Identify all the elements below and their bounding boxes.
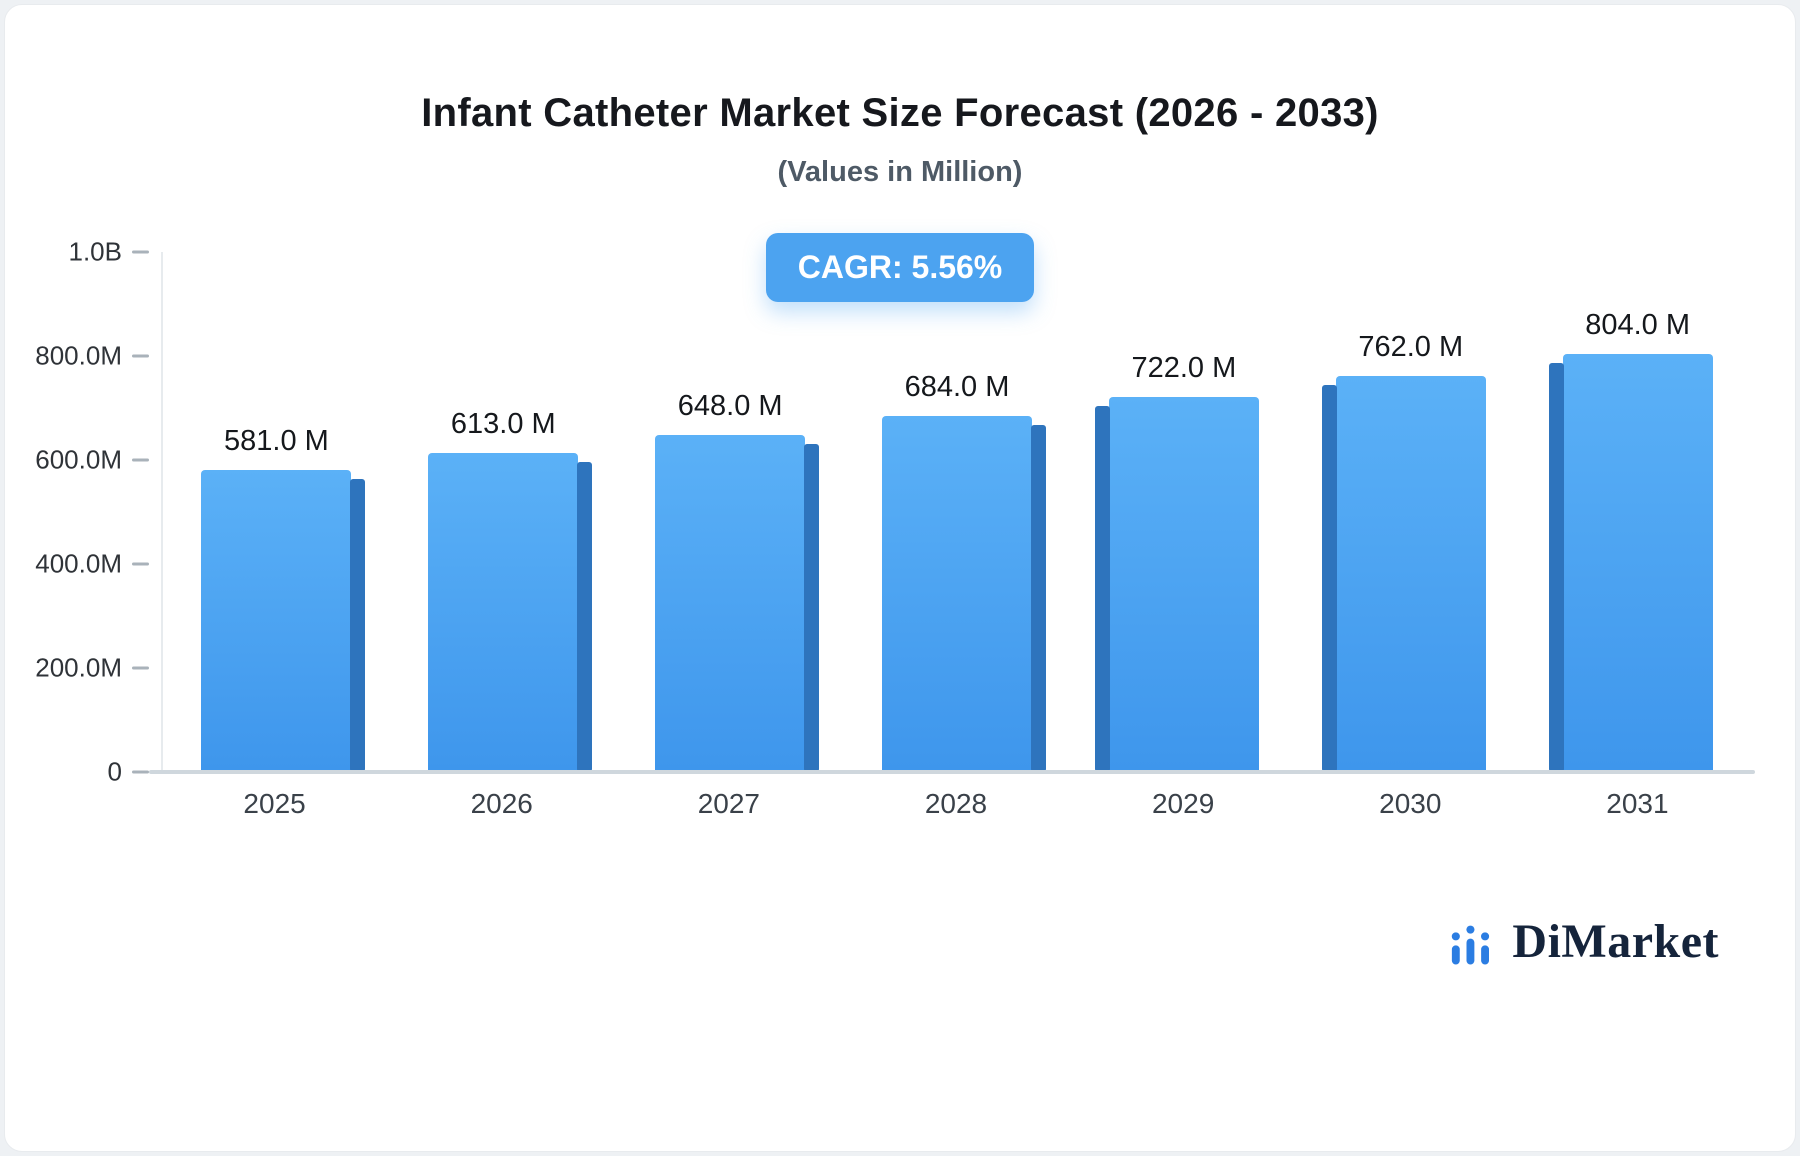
y-tick-label: 1.0B	[68, 236, 123, 267]
bars: 581.0 M 613.0 M 648.0 M 684.0 M 722.0 M 762.0…	[163, 252, 1751, 772]
x-axis: 2025 2026 2027 2028 2029 2030 2031	[161, 788, 1751, 820]
bar-3d-side	[804, 444, 820, 772]
y-tick-label: 800.0M	[35, 340, 122, 371]
badge-row: CAGR: 5.56%	[5, 233, 1795, 302]
bar-value-label: 613.0 M	[450, 408, 556, 441]
x-axis-label: 2028	[924, 788, 988, 819]
y-axis: 1.0B 800.0M 600.0M 400.0M 200.0M 0	[35, 237, 149, 787]
y-axis-tick: 200.0M	[35, 653, 149, 684]
y-tick-mark	[132, 770, 149, 774]
x-axis-label: 2030	[1379, 788, 1442, 819]
bar-slot: 762.0 M	[1297, 252, 1524, 772]
y-axis-tick: 0	[108, 757, 149, 788]
chart-subtitle: (Values in Million)	[777, 156, 1023, 188]
bar-value-label: 722.0 M	[1131, 351, 1237, 384]
x-axis-label: 2027	[697, 788, 760, 819]
bar-slot: 722.0 M	[1070, 252, 1297, 772]
bar-value-label: 648.0 M	[677, 390, 783, 423]
bar	[201, 469, 366, 772]
y-tick-label: 200.0M	[35, 652, 122, 683]
y-tick-mark	[132, 250, 149, 254]
bar-value-label: 762.0 M	[1358, 330, 1464, 363]
dimarket-logo-icon	[1452, 925, 1490, 964]
y-axis-tick: 600.0M	[35, 445, 149, 476]
bar	[1094, 396, 1259, 772]
bar-slot: 613.0 M	[390, 252, 617, 772]
x-axis-line	[149, 770, 1755, 774]
bar	[428, 453, 593, 772]
chart-title: Infant Catheter Market Size Forecast (20…	[421, 91, 1379, 135]
bar-value-label: 581.0 M	[224, 424, 329, 457]
y-tick-mark	[132, 666, 149, 670]
bar-value-label: 804.0 M	[1585, 308, 1690, 341]
y-axis-tick: 400.0M	[35, 549, 149, 580]
bar-3d-side	[1031, 425, 1046, 772]
x-axis-label: 2029	[1151, 788, 1215, 819]
x-axis-label: 2031	[1606, 788, 1669, 819]
bar-slot: 581.0 M	[163, 252, 390, 772]
bar-3d-side	[350, 478, 366, 772]
bar-3d-side	[577, 462, 593, 772]
bar-3d-side	[1321, 384, 1337, 772]
y-tick-label: 600.0M	[35, 444, 122, 475]
brand-footer: DiMarket	[1444, 914, 1719, 969]
y-tick-mark	[132, 562, 149, 566]
x-axis-label: 2026	[470, 788, 533, 819]
bar-3d-side	[1094, 405, 1110, 772]
bar-value-label: 684.0 M	[904, 371, 1010, 404]
cagr-badge: CAGR: 5.56%	[765, 233, 1035, 302]
y-tick-label: 0	[107, 756, 122, 787]
y-axis-tick: 800.0M	[35, 341, 149, 372]
y-tick-label: 400.0M	[35, 548, 122, 579]
bar-3d-side	[1548, 362, 1564, 772]
y-axis-tick: 1.0B	[68, 236, 149, 268]
plot-area: 581.0 M 613.0 M 648.0 M 684.0 M 722.0 M 762.0…	[161, 252, 1751, 772]
bar-chart: 1.0B 800.0M 600.0M 400.0M 200.0M 0 581.0 M 613…	[35, 237, 1755, 787]
y-tick-mark	[132, 458, 149, 462]
bar-slot: 648.0 M	[617, 252, 844, 772]
brand-name: DiMarket	[1512, 915, 1719, 968]
bar-slot: 684.0 M	[844, 252, 1071, 772]
bar	[882, 416, 1046, 772]
bar	[1321, 375, 1486, 772]
bar	[655, 435, 820, 772]
chart-card: Infant Catheter Market Size Forecast (20…	[4, 4, 1796, 1152]
bar	[1548, 353, 1713, 772]
x-axis-label: 2025	[243, 788, 306, 819]
y-tick-mark	[132, 354, 149, 358]
bar-slot: 804.0 M	[1524, 252, 1751, 772]
